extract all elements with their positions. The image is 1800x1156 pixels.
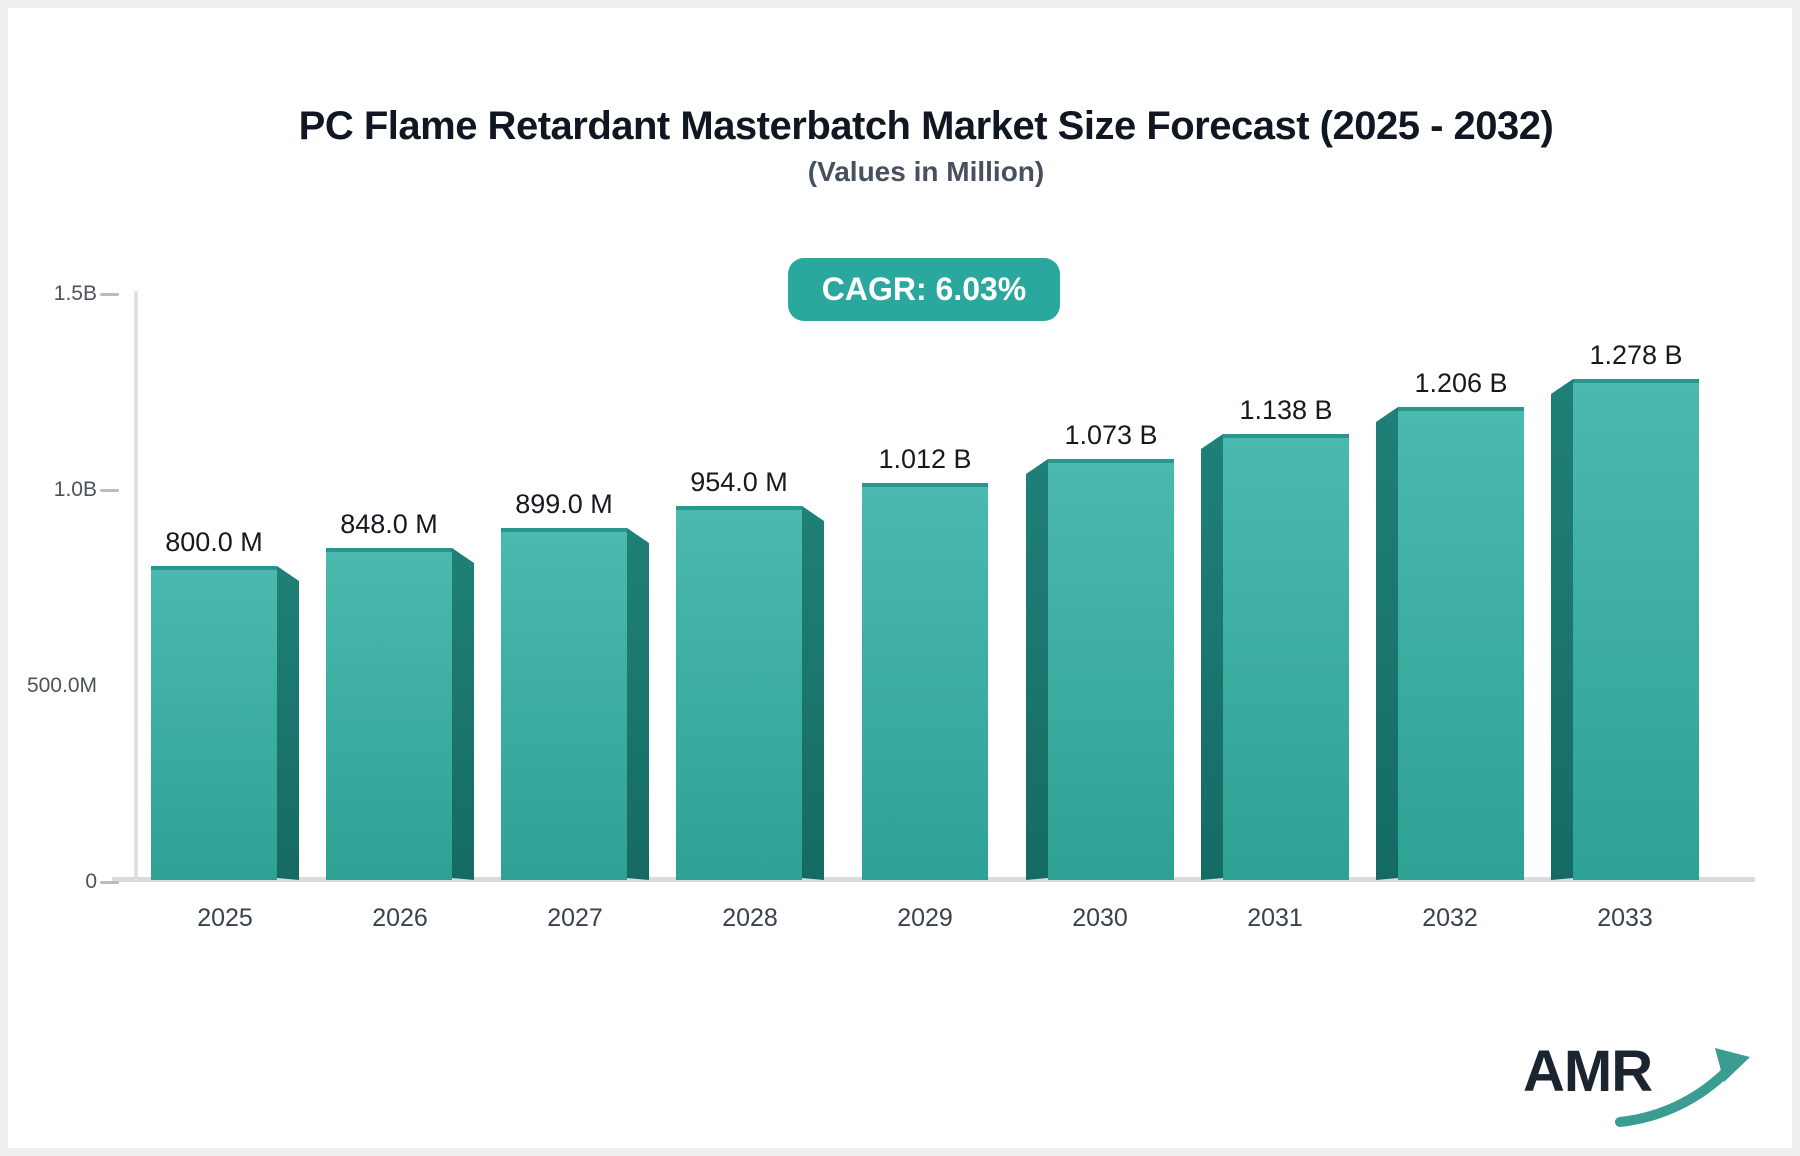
bar-face[interactable] xyxy=(676,506,802,880)
bar-value-label: 800.0 M xyxy=(165,527,263,557)
bar-value-label: 1.012 B xyxy=(878,444,972,474)
chart-title: PC Flame Retardant Masterbatch Market Si… xyxy=(298,104,1554,148)
bar-side-face xyxy=(1201,434,1223,880)
bar-value-label: 1.073 B xyxy=(1064,420,1158,450)
y-axis-line xyxy=(134,291,138,882)
bar-face[interactable] xyxy=(1223,434,1349,880)
bar-value-label: 954.0 M xyxy=(690,467,788,497)
bar-face[interactable] xyxy=(1573,379,1699,880)
bar-chart: 1.5B 1.0B 500.0M 0 800.0 M 2025 848.0 M 2026 899… xyxy=(8,8,1792,1148)
bar-face[interactable] xyxy=(326,548,452,880)
x-axis-label-2029: 2029 xyxy=(897,904,953,932)
bar-face[interactable] xyxy=(862,483,988,880)
x-axis-label-2031: 2031 xyxy=(1247,904,1303,932)
x-axis-label-2030: 2030 xyxy=(1072,904,1128,932)
bar-face[interactable] xyxy=(151,566,277,880)
bar-side-face xyxy=(277,566,299,880)
amr-logo-text: AMR xyxy=(1523,1039,1653,1104)
bar-face[interactable] xyxy=(1398,407,1524,880)
bar-value-label: 848.0 M xyxy=(340,509,438,539)
x-axis-label-2028: 2028 xyxy=(722,904,778,932)
y-tick-label: 1.5B xyxy=(53,282,97,305)
bar-value-label: 899.0 M xyxy=(515,489,613,519)
y-tick-mark xyxy=(100,292,119,296)
y-tick-mark xyxy=(100,488,119,492)
chart-subtitle: (Values in Million) xyxy=(807,156,1045,187)
bar-side-face xyxy=(802,506,824,880)
bar-side-face xyxy=(452,548,474,880)
chart-card: PC Flame Retardant Masterbatch Market Si… xyxy=(8,8,1792,1148)
x-axis-label-2025: 2025 xyxy=(197,904,253,932)
bar-value-label: 1.138 B xyxy=(1239,395,1333,425)
x-axis-label-2032: 2032 xyxy=(1422,904,1478,932)
amr-logo: AMR xyxy=(1516,1030,1756,1130)
bar-side-face xyxy=(1026,459,1048,880)
y-tick-label: 500.0M xyxy=(26,674,97,697)
bar-side-face xyxy=(1551,379,1573,880)
bar-side-face xyxy=(1376,407,1398,880)
logo-growth-arrow-icon xyxy=(1615,1048,1750,1127)
bar-side-face xyxy=(627,528,649,880)
bar-face[interactable] xyxy=(501,528,627,880)
x-axis-label-2026: 2026 xyxy=(372,904,428,932)
bar-face[interactable] xyxy=(1048,459,1174,880)
x-axis-label-2033: 2033 xyxy=(1597,904,1653,932)
y-tick-mark xyxy=(100,880,119,884)
y-tick-label: 1.0B xyxy=(53,478,97,501)
x-axis-label-2027: 2027 xyxy=(547,904,603,932)
y-tick-label: 0 xyxy=(85,870,97,893)
bar-value-label: 1.206 B xyxy=(1414,368,1508,398)
bar-value-label: 1.278 B xyxy=(1589,340,1683,370)
cagr-badge: CAGR: 6.03% xyxy=(788,258,1060,321)
